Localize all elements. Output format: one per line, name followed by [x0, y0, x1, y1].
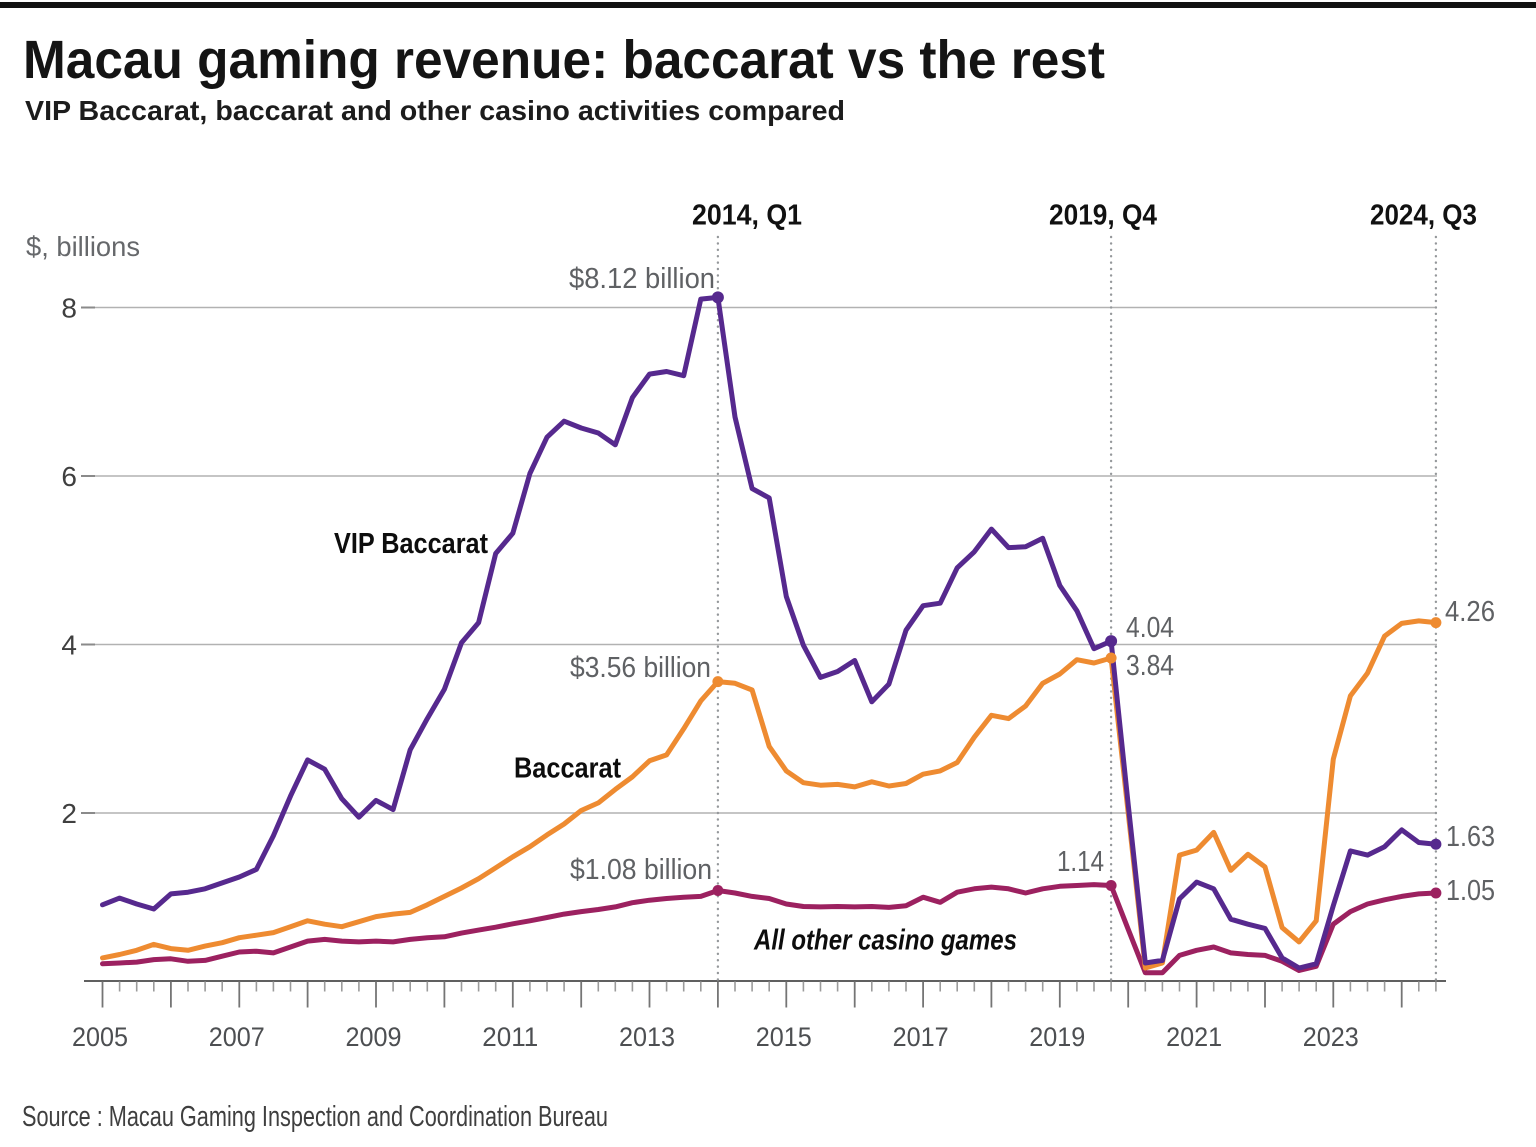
svg-text:2021: 2021	[1166, 1022, 1222, 1052]
svg-text:Baccarat: Baccarat	[514, 753, 621, 785]
svg-text:$1.08 billion: $1.08 billion	[570, 854, 712, 886]
svg-text:2017: 2017	[893, 1022, 949, 1052]
svg-text:4.04: 4.04	[1126, 612, 1174, 644]
svg-text:VIP Baccarat: VIP Baccarat	[334, 528, 488, 560]
svg-text:4.26: 4.26	[1445, 596, 1495, 628]
svg-text:VIP Baccarat, baccarat and oth: VIP Baccarat, baccarat and other casino …	[25, 95, 845, 126]
svg-text:All other casino games: All other casino games	[753, 925, 1017, 957]
svg-text:Macau gaming revenue: baccarat: Macau gaming revenue: baccarat vs the re…	[23, 30, 1105, 90]
svg-text:2005: 2005	[72, 1022, 128, 1052]
svg-text:2009: 2009	[346, 1022, 402, 1052]
svg-text:$, billions: $, billions	[26, 231, 140, 262]
svg-text:2019: 2019	[1029, 1022, 1085, 1052]
svg-text:$8.12 billion: $8.12 billion	[569, 263, 715, 295]
svg-text:2014, Q1: 2014, Q1	[692, 200, 802, 232]
svg-text:$3.56 billion: $3.56 billion	[570, 652, 711, 684]
svg-text:2015: 2015	[756, 1022, 812, 1052]
svg-text:2013: 2013	[619, 1022, 675, 1052]
svg-text:3.84: 3.84	[1126, 650, 1174, 682]
svg-text:2007: 2007	[209, 1022, 265, 1052]
svg-text:4: 4	[61, 630, 77, 661]
svg-text:1.05: 1.05	[1446, 875, 1495, 907]
svg-text:1.14: 1.14	[1057, 846, 1104, 878]
svg-text:2024, Q3: 2024, Q3	[1370, 200, 1477, 232]
svg-text:2019, Q4: 2019, Q4	[1049, 200, 1157, 232]
svg-text:8: 8	[61, 293, 77, 324]
svg-text:1.63: 1.63	[1446, 821, 1495, 853]
svg-text:2011: 2011	[482, 1022, 538, 1052]
svg-text:6: 6	[61, 461, 77, 492]
svg-text:Source : Macau Gaming Inspecti: Source : Macau Gaming Inspection and Coo…	[22, 1101, 608, 1133]
svg-text:2: 2	[61, 798, 77, 829]
svg-text:2023: 2023	[1303, 1022, 1359, 1052]
